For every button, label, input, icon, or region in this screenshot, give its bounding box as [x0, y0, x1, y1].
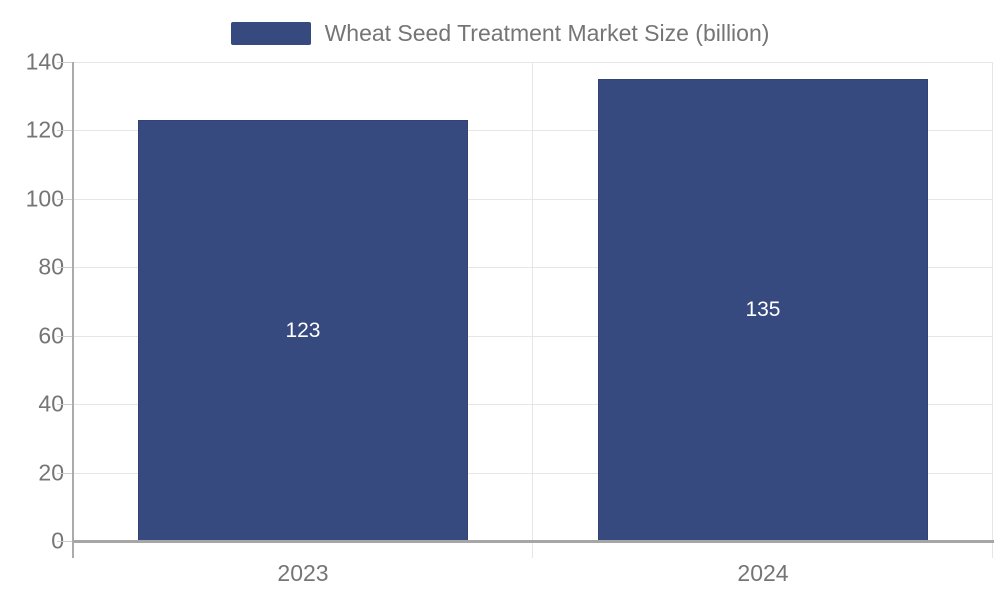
y-tick — [57, 472, 73, 474]
y-tick — [57, 130, 73, 132]
legend: Wheat Seed Treatment Market Size (billio… — [0, 10, 1000, 56]
v-gridline — [532, 62, 533, 558]
h-gridline — [73, 198, 993, 200]
h-gridline — [73, 404, 993, 406]
y-tick-label: 20 — [38, 459, 64, 486]
y-tick — [57, 62, 73, 63]
h-gridline — [73, 335, 993, 337]
h-gridline — [73, 62, 993, 63]
y-axis-labels: 0 20 40 60 80 100 120 140 — [0, 49, 64, 554]
y-tick-label: 40 — [38, 390, 64, 417]
y-tick — [57, 541, 73, 542]
plot-area: 123 135 — [57, 62, 993, 558]
y-tick-label: 140 — [25, 48, 64, 75]
x-axis-line — [73, 540, 994, 543]
y-axis-line — [72, 62, 74, 558]
h-gridline — [73, 267, 993, 269]
h-gridline — [73, 472, 993, 474]
v-gridline — [992, 62, 993, 558]
bar-value-label: 135 — [745, 298, 781, 322]
y-tick — [57, 198, 73, 200]
x-axis-labels: 2023 2024 — [73, 556, 993, 592]
bar-value-label: 123 — [285, 318, 321, 342]
legend-swatch — [230, 21, 311, 45]
legend-label: Wheat Seed Treatment Market Size (billio… — [324, 19, 770, 46]
y-tick — [57, 335, 73, 337]
bar-2024: 135 — [598, 79, 928, 541]
y-tick-label: 100 — [25, 185, 64, 212]
y-tick — [57, 267, 73, 269]
h-gridline — [73, 130, 993, 132]
y-tick-label: 0 — [51, 527, 64, 554]
y-tick-label: 120 — [25, 116, 64, 143]
x-tick-label: 2023 — [277, 560, 329, 586]
x-tick-label: 2024 — [737, 560, 789, 586]
y-tick-label: 60 — [38, 322, 64, 349]
y-tick — [57, 404, 73, 406]
bar-2023: 123 — [138, 120, 468, 541]
y-tick-label: 80 — [38, 253, 64, 280]
